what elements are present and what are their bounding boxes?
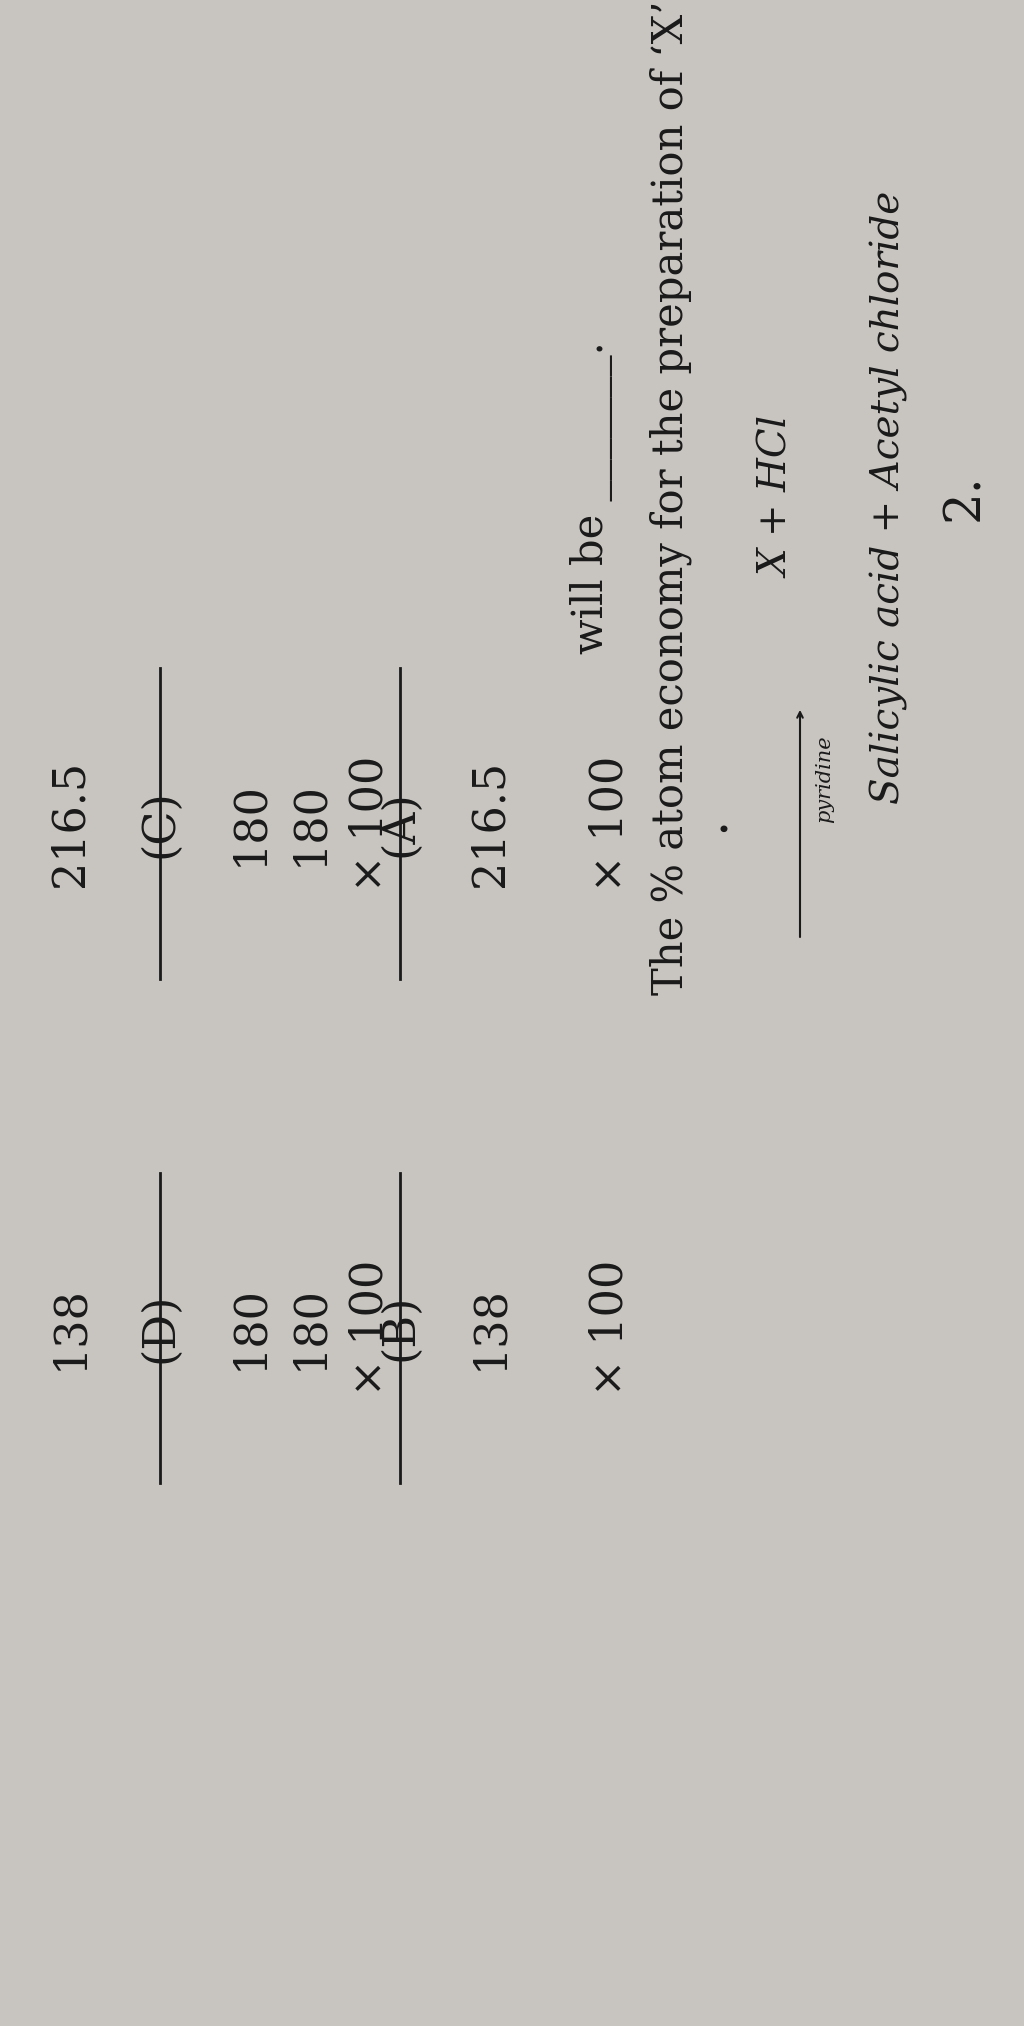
Text: 2.: 2. [940,474,989,521]
Text: 180: 180 [289,1284,332,1370]
Text: will be _______.: will be _______. [570,340,613,654]
Text: pyridine: pyridine [815,735,835,823]
Text: .: . [685,814,735,831]
Text: The % atom economy for the preparation of ‘X’: The % atom economy for the preparation o… [650,0,692,995]
Text: (B): (B) [379,1295,422,1361]
Text: 216.5: 216.5 [468,760,512,887]
Text: X + HCl: X + HCl [760,417,797,577]
Text: (C): (C) [138,788,181,857]
Text: 180: 180 [228,780,271,865]
Text: × 100: × 100 [589,756,632,891]
Text: Salicylic acid + Acetyl chloride: Salicylic acid + Acetyl chloride [870,190,908,804]
Text: × 100: × 100 [589,1260,632,1396]
Text: 180: 180 [228,1284,271,1370]
Text: × 100: × 100 [348,756,391,891]
Text: (A): (A) [379,790,422,857]
Text: 138: 138 [468,1284,512,1370]
Text: 180: 180 [289,780,332,865]
Text: × 100: × 100 [348,1260,391,1396]
Text: 138: 138 [48,1284,91,1370]
Text: (D): (D) [138,1293,181,1363]
Text: 216.5: 216.5 [48,760,91,887]
